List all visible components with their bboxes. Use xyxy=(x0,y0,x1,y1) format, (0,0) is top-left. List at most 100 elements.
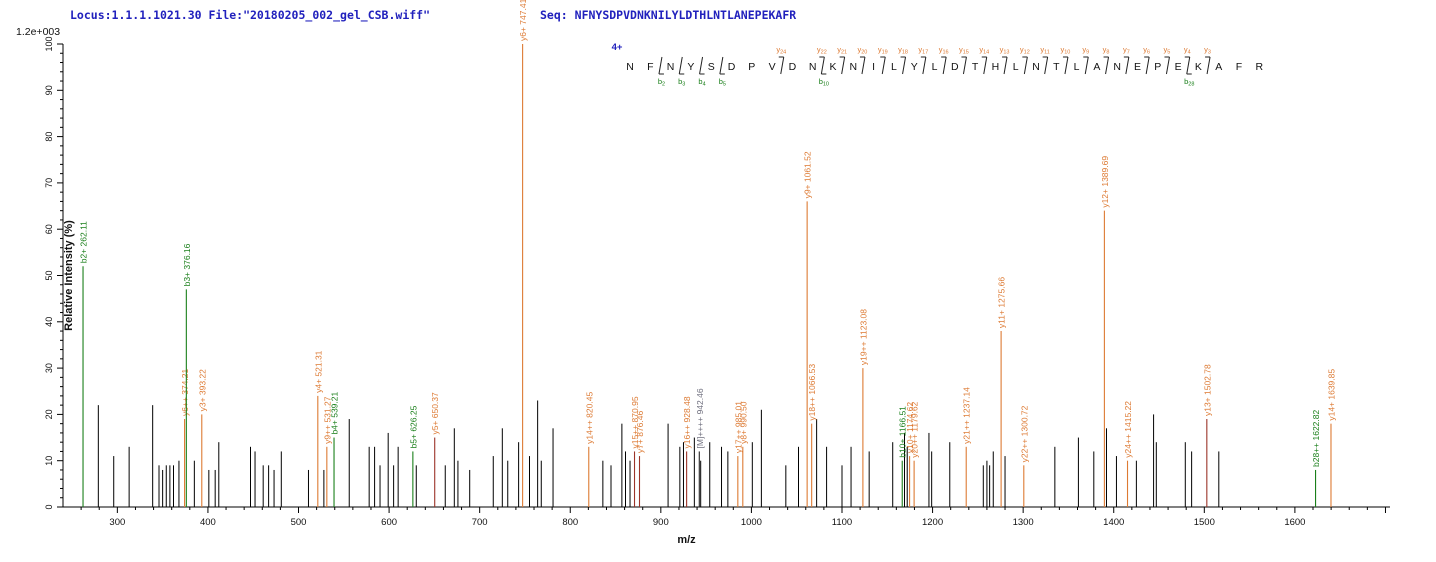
x-tick-label: 400 xyxy=(200,517,216,528)
fragment-divider xyxy=(922,56,927,75)
peak-label-y18++: y18++ 1066.53 xyxy=(807,364,817,421)
peak-label-y21++: y21++ 1237.14 xyxy=(962,387,972,444)
x-tick-label: 700 xyxy=(472,517,488,528)
peak-label-b10+: b10+ 1166.51 xyxy=(898,406,908,458)
peak-label-y9++: y9++ 531.27 xyxy=(322,396,332,444)
peak-label-b2+: b2+ 262.11 xyxy=(79,221,89,263)
fragment-divider xyxy=(1003,56,1008,75)
seq-mark-b3: b3 xyxy=(678,77,685,88)
sequence-residue: F xyxy=(647,61,653,73)
sequence-residue: T xyxy=(1053,61,1060,73)
peak-label-b4+: b4+ 539.21 xyxy=(330,391,340,434)
y-tick-label: 0 xyxy=(44,504,54,509)
peak-label-b28++: b28++ 1622.82 xyxy=(1311,409,1321,466)
y-tick-label: 70 xyxy=(44,178,54,188)
y-tick-label: 50 xyxy=(44,270,54,280)
peak-label-y13+: y13+ 1502.78 xyxy=(1202,364,1212,416)
x-tick-label: 1200 xyxy=(922,517,943,528)
y-tick-label: 100 xyxy=(44,36,54,51)
sequence-residue: N xyxy=(1113,61,1121,73)
seq-mark-y11: y11 xyxy=(1040,45,1049,56)
fragment-divider xyxy=(678,56,683,75)
peak-label-y16++: y16++ 928.48 xyxy=(682,396,692,448)
sequence-residue: Y xyxy=(687,61,694,73)
fragment-divider xyxy=(719,56,724,75)
sequence-residue: H xyxy=(992,61,1000,73)
peak-label-y4+: y4+ 521.31 xyxy=(313,350,323,393)
fragment-divider xyxy=(1105,56,1110,75)
x-tick-label: 900 xyxy=(653,517,669,528)
y-tick-label: 10 xyxy=(44,456,54,466)
seq-label: Seq: xyxy=(540,8,568,22)
peak-label-b3+: b3+ 376.16 xyxy=(182,243,192,286)
sequence-residue: L xyxy=(891,61,897,73)
y-tick-label: 40 xyxy=(44,317,54,327)
peak-label-y15++: y15++ 870.95 xyxy=(630,396,640,448)
y-tick-label: 30 xyxy=(44,363,54,373)
fragment-divider xyxy=(942,56,947,75)
y-tick-label: 80 xyxy=(44,132,54,142)
sequence-residue: K xyxy=(829,61,836,73)
sequence-residue: D xyxy=(789,61,797,73)
seq-mark-y7: y7 xyxy=(1123,45,1130,56)
x-tick-label: 600 xyxy=(381,517,397,528)
seq-mark-b5: b5 xyxy=(719,77,726,88)
fragment-divider xyxy=(780,56,785,75)
seq-mark-y5: y5 xyxy=(1164,45,1171,56)
sequence-residue: L xyxy=(1074,61,1080,73)
x-tick-label: 1400 xyxy=(1103,517,1124,528)
seq-mark-y22: y22 xyxy=(817,45,827,56)
seq-mark-y17: y17 xyxy=(918,45,928,56)
fragment-divider xyxy=(658,56,663,75)
fragment-divider xyxy=(861,56,866,75)
sequence-residue: F xyxy=(1236,61,1242,73)
sequence-residue: V xyxy=(769,61,776,73)
peak-label-b5+: b5+ 626.25 xyxy=(408,405,418,448)
sequence-residue: N xyxy=(667,61,675,73)
y-tick-label: 20 xyxy=(44,409,54,419)
seq-mark-y20: y20 xyxy=(858,45,868,56)
x-tick-label: 1100 xyxy=(832,517,852,528)
sequence-residue: D xyxy=(728,61,736,73)
seq-mark-y14: y14 xyxy=(979,45,989,56)
fragment-divider xyxy=(841,56,846,75)
sequence-residue: A xyxy=(1093,61,1100,73)
x-tick-label: 1300 xyxy=(1013,517,1034,528)
fragment-divider xyxy=(902,56,907,75)
sequence-residue: K xyxy=(1195,61,1202,73)
seq-mark-y9: y9 xyxy=(1082,45,1089,56)
x-tick-label: 1500 xyxy=(1194,517,1215,528)
sequence-residue: P xyxy=(1154,61,1161,73)
seq-mark-y15: y15 xyxy=(959,45,969,56)
sequence-residue: I xyxy=(872,61,875,73)
sequence-residue: D xyxy=(951,61,959,73)
peak-label-y6+: y6+ 747.41 xyxy=(518,0,528,41)
peak-label-y14+: y14+ 1639.85 xyxy=(1326,369,1336,421)
peak-label-y17++: y17++ 985.01 xyxy=(733,401,743,453)
seq-mark-y19: y19 xyxy=(878,45,888,56)
fragment-divider xyxy=(1044,56,1049,75)
seq-mark-y3: y3 xyxy=(1204,45,1211,56)
seq-mark-b2: b2 xyxy=(658,77,665,88)
fragment-divider xyxy=(1125,56,1130,75)
x-axis-title: m/z xyxy=(677,534,696,546)
sequence-residue: L xyxy=(932,61,938,73)
peak-label-y7+: y7+ 876.46 xyxy=(635,410,645,453)
fragment-divider xyxy=(881,56,886,75)
peak-label-y6++: y6++ 374.21 xyxy=(180,368,190,416)
sequence-residue: E xyxy=(1134,61,1141,73)
fragment-divider xyxy=(820,56,825,75)
y-tick-label: 90 xyxy=(44,85,54,95)
peak-label-y9+: y9+ 1061.52 xyxy=(803,151,813,198)
sequence-residue: E xyxy=(1175,61,1182,73)
y-axis-title: Relative Intensity (%) xyxy=(63,220,75,331)
seq-mark-y18: y18 xyxy=(898,45,908,56)
seq-mark-y16: y16 xyxy=(939,45,949,56)
sequence-residue: R xyxy=(1256,61,1264,73)
sequence-residue: N xyxy=(809,61,817,73)
fragment-divider xyxy=(1145,56,1150,75)
x-tick-label: 800 xyxy=(562,517,578,528)
sequence-residue: Y xyxy=(911,61,918,73)
